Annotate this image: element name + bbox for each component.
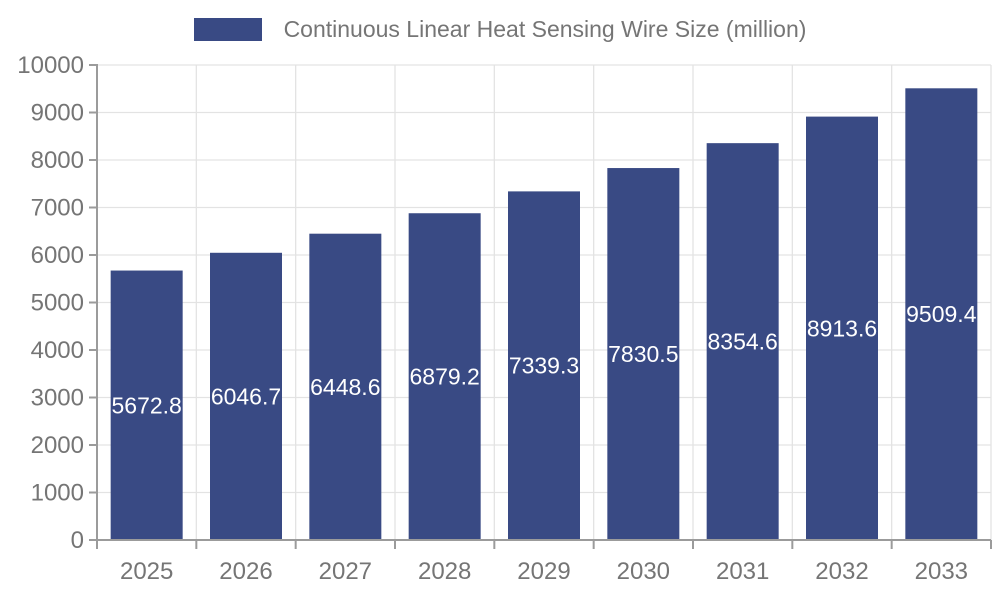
bar-value-label: 8354.6 <box>707 329 777 355</box>
y-tick-label: 10000 <box>17 52 84 79</box>
x-tick-label: 2033 <box>915 558 968 585</box>
legend-label: Continuous Linear Heat Sensing Wire Size… <box>283 16 807 42</box>
y-tick-label: 7000 <box>31 195 84 222</box>
legend-swatch-icon <box>193 18 262 41</box>
bar-value-label: 8913.6 <box>807 315 877 341</box>
bar[interactable] <box>607 168 680 540</box>
x-tick-label: 2028 <box>418 558 471 585</box>
bar-value-label: 7339.3 <box>509 353 579 379</box>
x-tick-label: 2025 <box>120 558 173 585</box>
x-tick-label: 2030 <box>617 558 670 585</box>
bar[interactable] <box>309 233 382 540</box>
x-tick-label: 2027 <box>319 558 372 585</box>
x-tick-label: 2026 <box>219 558 272 585</box>
bar-value-label: 7830.5 <box>608 341 678 367</box>
y-tick-label: 8000 <box>31 147 84 174</box>
bar[interactable] <box>408 213 481 540</box>
bar-value-label: 9509.4 <box>906 301 977 327</box>
bar[interactable] <box>508 191 580 541</box>
bar[interactable] <box>905 88 978 540</box>
x-tick-label: 2029 <box>517 558 570 585</box>
bar-value-label: 6448.6 <box>310 374 380 400</box>
bar-value-label: 6879.2 <box>409 364 479 390</box>
bar[interactable] <box>110 270 183 540</box>
bar[interactable] <box>210 252 282 541</box>
y-tick-label: 2000 <box>31 432 84 459</box>
bar-value-label: 5672.8 <box>111 392 181 418</box>
y-tick-label: 9000 <box>31 100 84 127</box>
y-tick-label: 4000 <box>31 337 84 364</box>
y-tick-label: 1000 <box>31 480 84 507</box>
y-tick-label: 6000 <box>31 242 84 269</box>
bar[interactable] <box>706 143 779 540</box>
bar-value-label: 6046.7 <box>211 383 281 409</box>
x-tick-label: 2031 <box>716 558 769 585</box>
legend[interactable]: Continuous Linear Heat Sensing Wire Size… <box>0 18 1000 41</box>
x-tick-label: 2032 <box>815 558 868 585</box>
y-tick-label: 3000 <box>31 385 84 412</box>
bar[interactable] <box>806 116 878 540</box>
y-tick-label: 0 <box>71 527 84 554</box>
y-tick-label: 5000 <box>31 290 84 317</box>
